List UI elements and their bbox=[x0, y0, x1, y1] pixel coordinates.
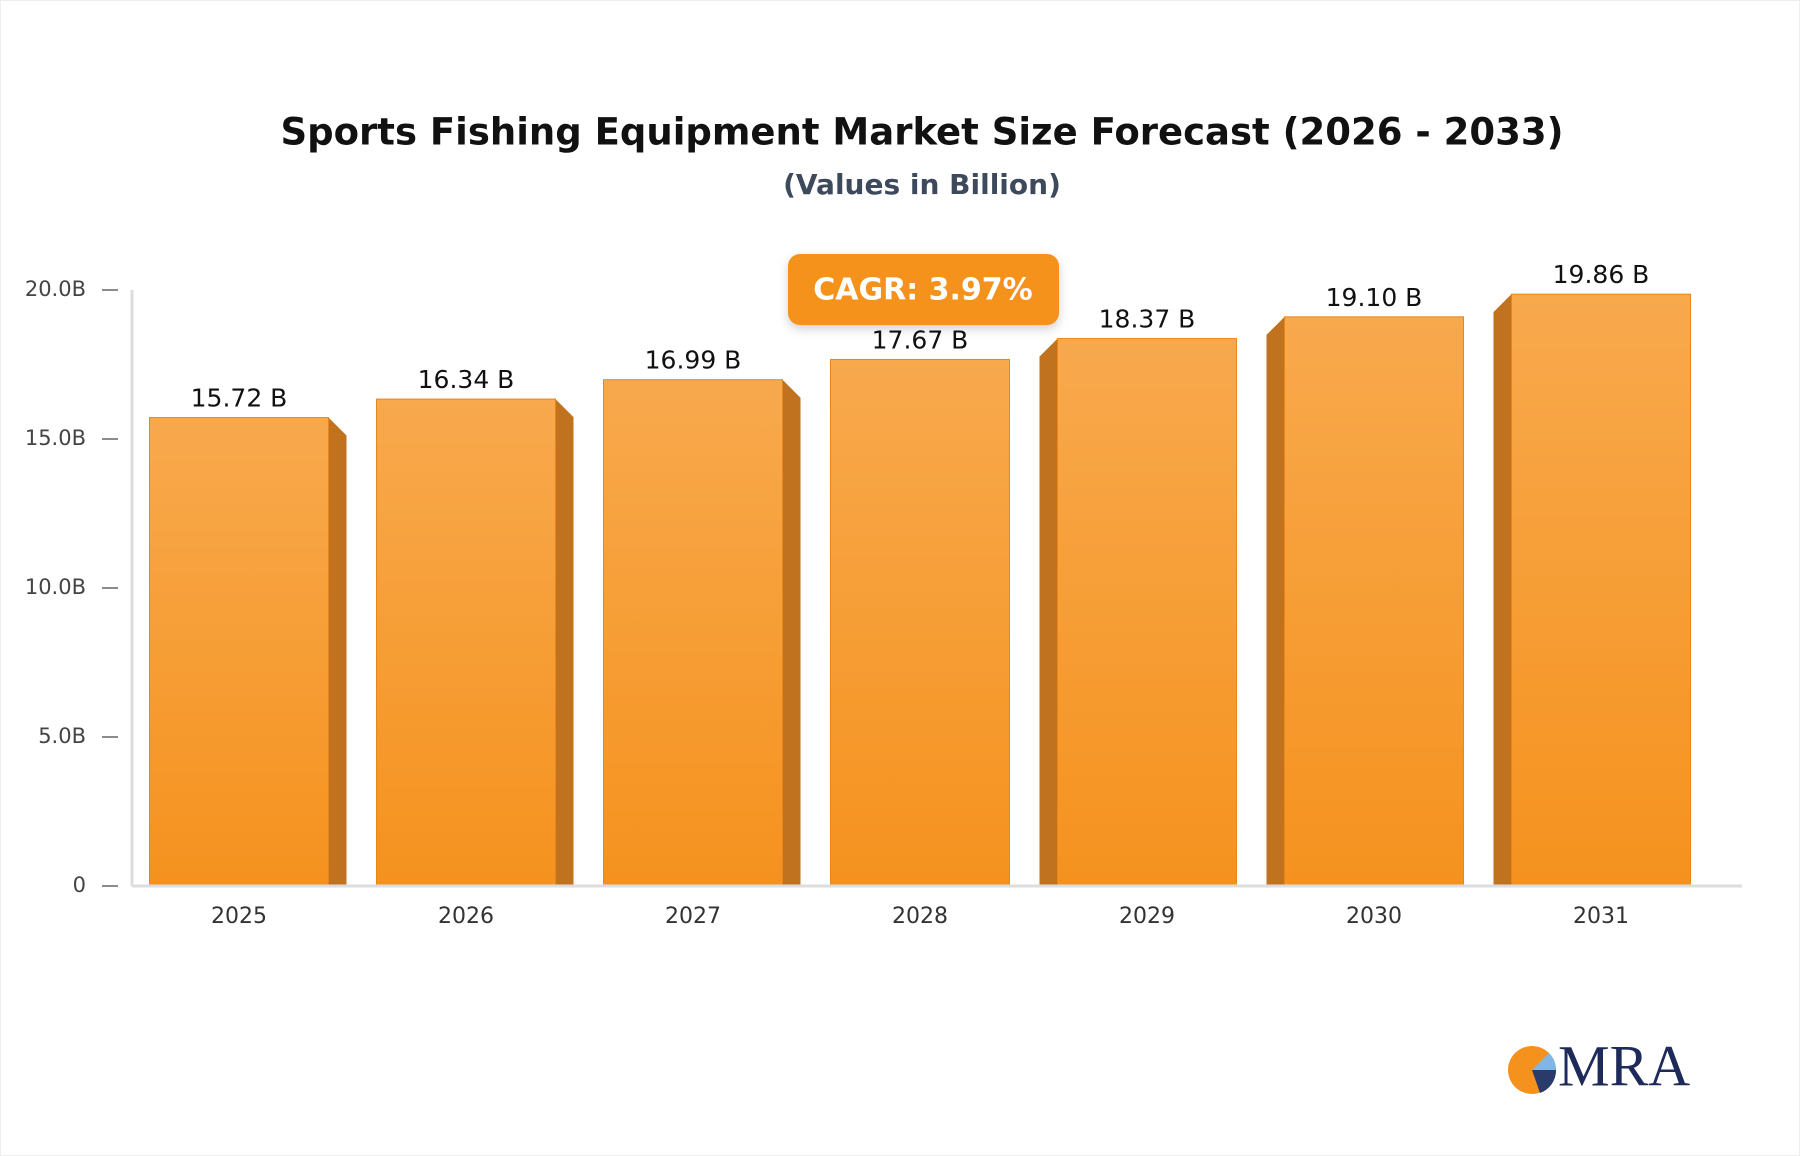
value-label: 18.37 B bbox=[1099, 305, 1196, 334]
x-tick-label: 2025 bbox=[211, 904, 267, 929]
value-label: 15.72 B bbox=[191, 384, 288, 413]
cagr-box bbox=[788, 254, 1059, 325]
bar-side bbox=[328, 417, 347, 886]
bar-side bbox=[1039, 338, 1058, 887]
bar bbox=[1511, 293, 1691, 887]
y-tick-label: 15.0B bbox=[25, 426, 86, 450]
x-tick-label: 2031 bbox=[1573, 904, 1629, 929]
y-tick-label: 0 bbox=[73, 873, 86, 897]
value-label: 16.34 B bbox=[418, 365, 515, 394]
bar bbox=[149, 417, 329, 887]
value-label: 16.99 B bbox=[645, 346, 742, 375]
bar bbox=[1284, 316, 1464, 887]
bar bbox=[1057, 338, 1237, 887]
bar bbox=[376, 398, 556, 887]
cagr-text: CAGR: 3.97% bbox=[813, 273, 1032, 308]
x-tick-label: 2027 bbox=[665, 904, 721, 929]
chart-subtitle: (Values in Billion) bbox=[783, 168, 1061, 201]
bar-side bbox=[1493, 294, 1512, 886]
logo-icon-slice bbox=[1532, 1070, 1557, 1093]
y-tick-label: 5.0B bbox=[38, 724, 86, 748]
bar-side bbox=[782, 379, 801, 886]
x-tick-label: 2026 bbox=[438, 904, 494, 929]
bar bbox=[603, 379, 783, 887]
x-tick-label: 2030 bbox=[1346, 904, 1402, 929]
bar-side bbox=[555, 399, 574, 886]
x-tick-label: 2028 bbox=[892, 904, 948, 929]
value-label: 19.86 B bbox=[1553, 260, 1650, 289]
x-tick-label: 2029 bbox=[1119, 904, 1175, 929]
logo: MRA bbox=[1508, 1033, 1690, 1098]
bar bbox=[830, 358, 1010, 887]
y-tick-label: 10.0B bbox=[25, 575, 86, 599]
logo-text: MRA bbox=[1558, 1033, 1690, 1098]
value-label: 19.10 B bbox=[1326, 283, 1423, 312]
chart-title: Sports Fishing Equipment Market Size For… bbox=[280, 111, 1563, 154]
bar-side bbox=[1266, 316, 1285, 886]
logo-icon-slice bbox=[1532, 1053, 1557, 1070]
cagr-badge: CAGR: 3.97% bbox=[788, 254, 1059, 325]
value-label: 17.67 B bbox=[872, 325, 969, 354]
y-tick-label: 20.0B bbox=[25, 277, 86, 301]
